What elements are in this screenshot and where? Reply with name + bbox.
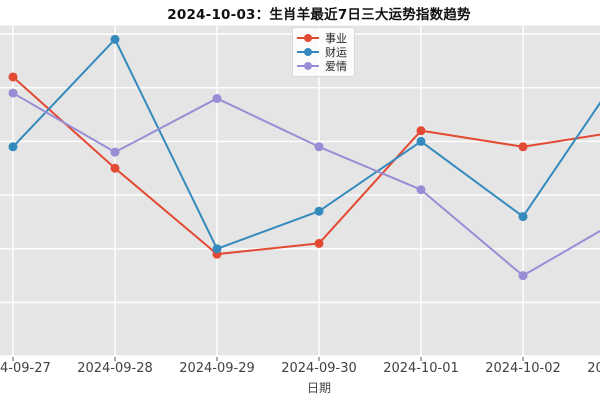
series-point-love-4	[416, 185, 426, 195]
series-point-career-5	[518, 142, 528, 152]
legend-label-wealth: 财运	[325, 45, 347, 59]
legend-label-career: 事业	[325, 31, 347, 45]
chart-title: 2024-10-03：生肖羊最近7日三大运势指数趋势	[167, 7, 471, 23]
legend-dot-icon	[304, 48, 312, 56]
series-point-career-0	[8, 72, 18, 82]
series-point-wealth-5	[518, 212, 528, 222]
plot-area	[0, 25, 600, 357]
legend-dot-icon	[304, 62, 312, 70]
series-point-wealth-3	[314, 206, 324, 216]
legend-line-marker-icon	[297, 34, 319, 43]
legend-item-wealth: 财运	[297, 46, 347, 58]
series-point-wealth-0	[8, 142, 18, 152]
x-axis-title: 日期	[306, 381, 332, 395]
series-point-love-2	[212, 93, 222, 103]
chart-legend: 事业 财运 爱情	[292, 27, 355, 77]
x-tick-label-4: 2024-10-01	[383, 361, 459, 376]
series-point-love-3	[314, 142, 324, 152]
x-tick-label-3: 2024-09-30	[281, 361, 357, 376]
series-point-career-4	[416, 126, 426, 136]
series-point-career-3	[314, 238, 324, 248]
series-point-love-1	[110, 147, 120, 157]
legend-item-love: 爱情	[297, 60, 347, 72]
series-point-wealth-2	[212, 244, 222, 254]
x-tick-label-6: 2024-10-03	[587, 361, 600, 376]
legend-item-career: 事业	[297, 32, 347, 44]
x-tick-label-1: 2024-09-28	[77, 361, 153, 376]
series-point-love-0	[8, 88, 18, 98]
x-tick-label-5: 2024-10-02	[485, 361, 561, 376]
x-tick-label-0: 2024-09-27	[0, 361, 51, 376]
legend-dot-icon	[304, 34, 312, 42]
series-point-career-1	[110, 163, 120, 173]
series-point-wealth-4	[416, 136, 426, 146]
legend-label-love: 爱情	[325, 59, 347, 73]
legend-line-marker-icon	[297, 62, 319, 71]
series-point-wealth-1	[110, 34, 120, 44]
series-point-love-5	[518, 271, 528, 281]
x-tick-label-2: 2024-09-29	[179, 361, 255, 376]
legend-line-marker-icon	[297, 48, 319, 57]
